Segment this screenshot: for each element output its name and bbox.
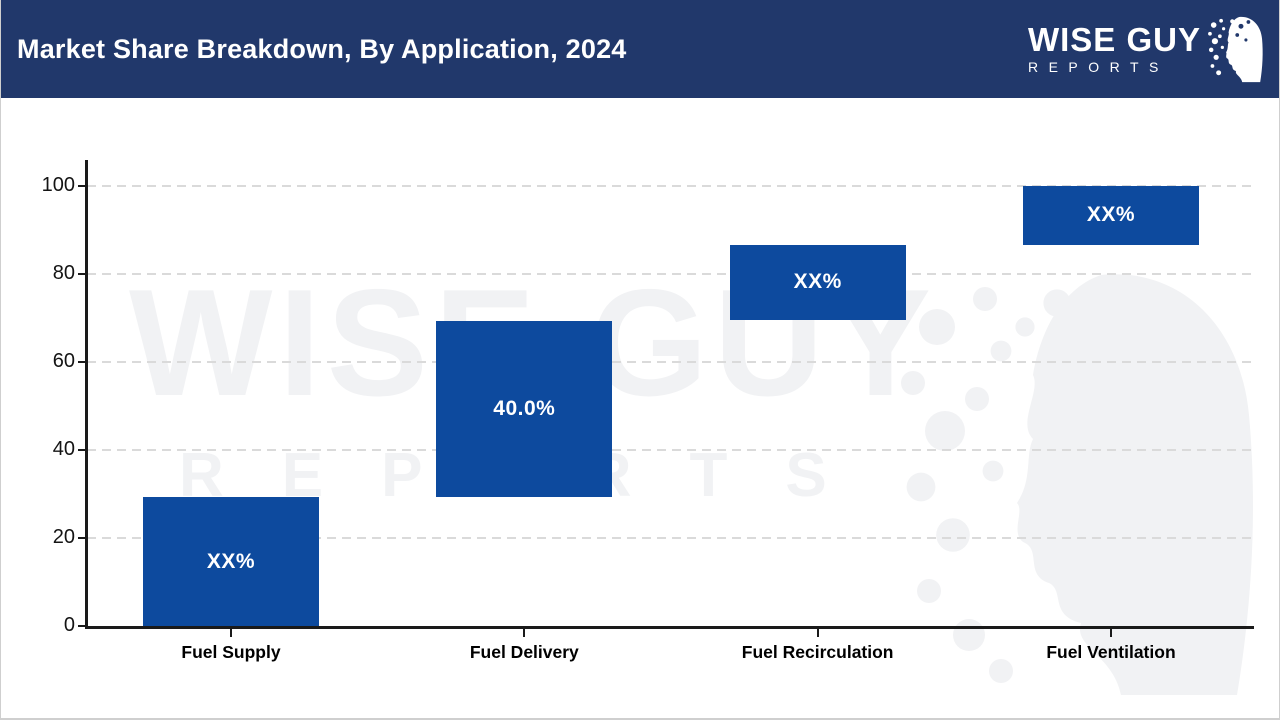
y-axis-tick <box>78 185 86 187</box>
gridline-y-40 <box>87 449 1254 451</box>
bar-fuel-supply: XX% <box>143 497 319 626</box>
bar-chart: 0 20 40 60 80 100 XX% Fuel Supply 40.0% Fuel Deli… <box>1 98 1279 718</box>
x-axis-category-label: Fuel Recirculation <box>741 642 894 662</box>
x-axis-tick <box>230 629 232 637</box>
bar-value-label: XX% <box>793 270 842 294</box>
y-axis-tick-label: 0 <box>63 614 75 636</box>
y-axis-line <box>85 160 88 629</box>
x-axis-line <box>85 626 1254 629</box>
wiseguy-logo: WISE GUY REPORTS <box>1028 8 1267 88</box>
x-axis-category-label: Fuel Delivery <box>469 642 579 662</box>
y-axis-tick <box>78 537 86 539</box>
logo-face-dots-icon <box>1208 16 1263 83</box>
gridline-y-60 <box>87 361 1254 363</box>
page-title: Market Share Breakdown, By Application, … <box>17 33 627 64</box>
x-axis-category-label: Fuel Ventilation <box>1046 642 1176 662</box>
y-axis-tick <box>78 361 86 363</box>
logo-text: WISE GUY REPORTS <box>1027 20 1201 75</box>
y-axis-tick-label: 60 <box>52 350 75 372</box>
y-axis-tick-label: 80 <box>52 262 75 284</box>
header: Market Share Breakdown, By Application, … <box>1 0 1279 98</box>
x-axis-tick <box>1109 629 1112 637</box>
gridline-y-20 <box>87 537 1254 539</box>
bar-value-label: XX% <box>206 549 256 573</box>
bar-fuel-delivery: 40.0% <box>436 320 613 497</box>
bar-fuel-ventilation: XX% <box>1022 186 1199 245</box>
y-axis-tick-label: 100 <box>41 174 75 196</box>
y-axis-tick-label: 40 <box>52 438 75 460</box>
bar-value-label: 40.0% <box>493 396 556 420</box>
gridline-y-100 <box>87 185 1254 187</box>
x-axis-category-label: Fuel Supply <box>181 642 281 662</box>
bar-value-label: XX% <box>1086 203 1136 227</box>
x-axis-tick <box>523 629 526 637</box>
y-axis-tick <box>78 449 86 451</box>
bar-fuel-recirculation: XX% <box>729 244 906 320</box>
y-axis-tick-label: 20 <box>52 526 75 548</box>
logo-text-line2: REPORTS <box>1027 58 1169 75</box>
x-axis-tick <box>816 629 819 637</box>
gridline-y-80 <box>87 273 1254 275</box>
y-axis-tick <box>78 625 86 627</box>
y-axis-tick <box>78 273 86 275</box>
logo-text-line1: WISE GUY <box>1027 20 1201 58</box>
